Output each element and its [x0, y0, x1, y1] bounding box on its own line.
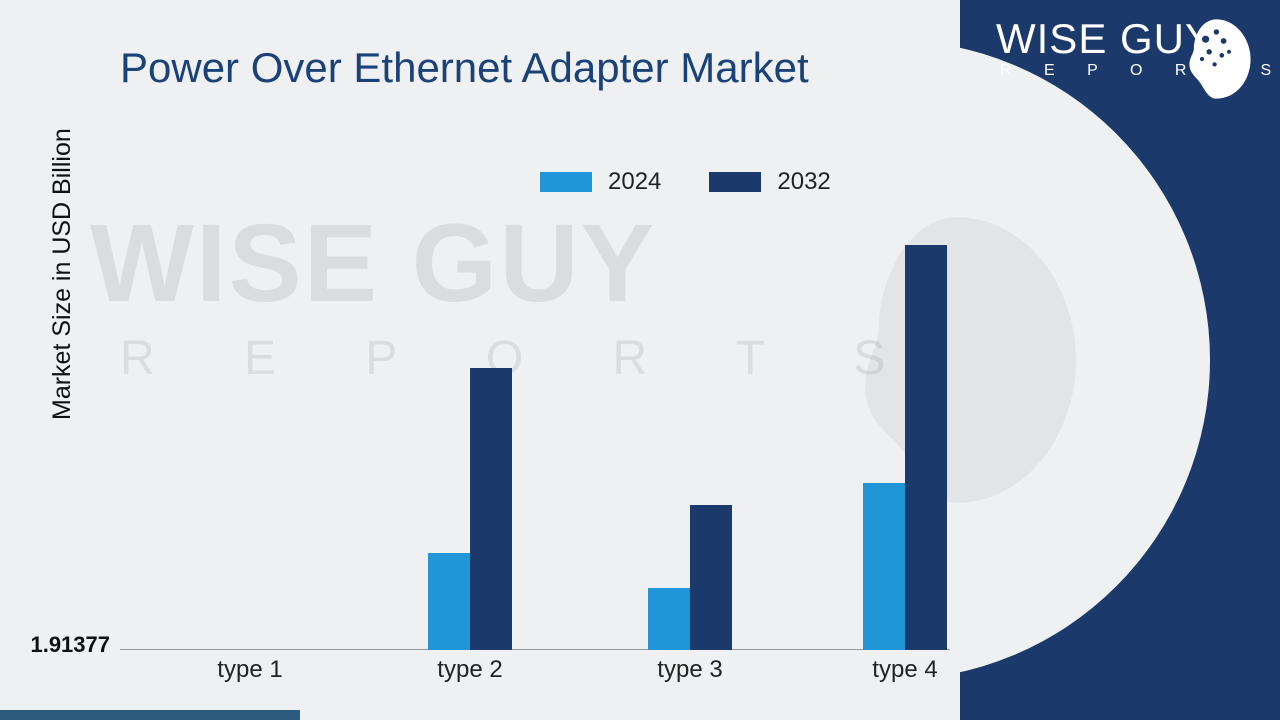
- bar-2032: [690, 505, 732, 650]
- plot-area: 1.91377 type 1type 2type 3type 4: [120, 210, 950, 650]
- legend: 2024 2032: [540, 168, 831, 196]
- x-axis-line: [120, 649, 950, 650]
- bar-2024: [863, 483, 905, 650]
- chart-title: Power Over Ethernet Adapter Market: [120, 44, 809, 92]
- bar-group: type 2: [410, 368, 530, 650]
- bar-2024: [648, 588, 690, 650]
- logo: WISE GUY R E P O R T S: [996, 18, 1256, 80]
- legend-swatch-2024: [540, 172, 592, 192]
- legend-swatch-2032: [709, 172, 761, 192]
- x-tick-label: type 4: [872, 656, 937, 684]
- legend-item-2032: 2032: [709, 168, 830, 196]
- x-tick-label: type 2: [437, 656, 502, 684]
- legend-item-2024: 2024: [540, 168, 661, 196]
- y-axis-label: Market Size in USD Billion: [48, 128, 77, 420]
- legend-label-2024: 2024: [608, 168, 661, 196]
- logo-head-icon: [1166, 14, 1256, 104]
- bar-group: type 4: [845, 245, 965, 650]
- x-tick-label: type 1: [217, 656, 282, 684]
- footer-accent-bar: [0, 710, 300, 720]
- bar-group: type 3: [630, 505, 750, 650]
- bar-2024: [428, 553, 470, 650]
- bar-2032: [470, 368, 512, 650]
- legend-label-2032: 2032: [777, 168, 830, 196]
- x-tick-label: type 3: [657, 656, 722, 684]
- y-base-tick: 1.91377: [30, 632, 110, 658]
- bar-2032: [905, 245, 947, 650]
- page-root: WISE GUY R E P O R T S WISE GUY R E P O …: [0, 0, 1280, 720]
